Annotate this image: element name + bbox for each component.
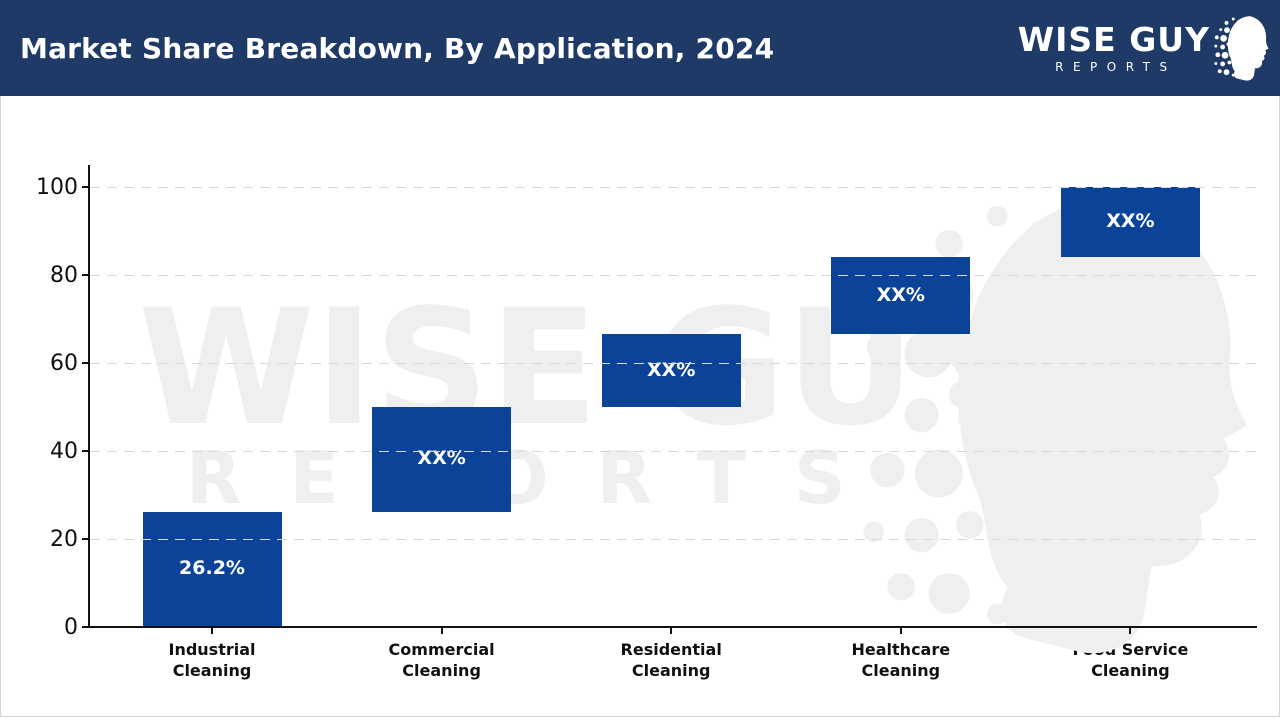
bar-value-label: XX%	[876, 283, 925, 306]
y-tick-mark-0	[82, 626, 88, 628]
bar-value-label: 26.2%	[179, 557, 245, 580]
brand-name: WISE GUY	[1017, 19, 1210, 59]
x-category-label-industrial-cleaning: Industrial Cleaning	[112, 639, 312, 681]
gridline-40	[90, 450, 1256, 452]
x-axis-spine	[88, 626, 1257, 628]
y-tick-label-100: 100	[36, 175, 78, 200]
bar-commercial-cleaning: XX%	[372, 407, 512, 512]
y-axis-spine	[88, 165, 90, 628]
x-tick-mark-healthcare-cleaning	[899, 628, 902, 634]
bar-healthcare-cleaning: XX%	[831, 257, 971, 335]
brand-subtitle: REPORTS	[1055, 59, 1177, 74]
bar-industrial-cleaning: 26.2%	[142, 511, 282, 627]
gridline-20	[90, 538, 1256, 540]
header-bar: Market Share Breakdown, By Application, …	[0, 0, 1280, 96]
x-category-line: Cleaning	[172, 661, 252, 680]
y-tick-label-0: 0	[64, 615, 78, 640]
x-category-line: Commercial	[388, 640, 495, 659]
y-tick-label-20: 20	[50, 527, 78, 552]
x-tick-mark-food-service-cleaning	[1129, 628, 1132, 634]
x-category-label-healthcare-cleaning: Healthcare Cleaning	[801, 639, 1001, 681]
x-category-line: Cleaning	[861, 661, 941, 680]
gridline-60	[90, 362, 1256, 364]
y-tick-label-40: 40	[50, 439, 78, 464]
bar-value-label: XX%	[1106, 210, 1155, 233]
bar-value-label: XX%	[647, 358, 696, 381]
x-tick-mark-commercial-cleaning	[440, 628, 443, 634]
y-tick-mark-20	[82, 538, 88, 540]
x-category-line: Cleaning	[631, 661, 711, 680]
bar-food-service-cleaning: XX%	[1060, 187, 1200, 258]
page-title: Market Share Breakdown, By Application, …	[20, 31, 775, 65]
y-tick-mark-80	[82, 274, 88, 276]
y-tick-mark-60	[82, 362, 88, 364]
gridline-80	[90, 274, 1256, 276]
y-tick-label-60: 60	[50, 351, 78, 376]
x-category-label-commercial-cleaning: Commercial Cleaning	[342, 639, 542, 681]
x-tick-mark-industrial-cleaning	[211, 628, 213, 634]
bar-value-label: XX%	[417, 447, 466, 470]
x-category-label-residential-cleaning: Residential Cleaning	[571, 639, 771, 681]
brand-text: WISE GUY REPORTS	[1018, 23, 1210, 74]
y-tick-mark-40	[82, 450, 88, 452]
x-category-line: Healthcare	[851, 640, 951, 659]
x-tick-mark-residential-cleaning	[670, 628, 673, 634]
x-category-line: Residential	[620, 640, 722, 659]
watermark-reports-text: REPORTS	[186, 436, 894, 520]
x-category-line: Cleaning	[1091, 661, 1170, 680]
brand-logo: WISE GUY REPORTS	[1018, 9, 1280, 87]
x-category-line: Cleaning	[402, 661, 481, 680]
y-tick-label-80: 80	[50, 263, 78, 288]
gridline-100	[90, 186, 1256, 188]
y-tick-mark-100	[82, 186, 88, 188]
x-category-line: Industrial	[168, 640, 256, 659]
bar-residential-cleaning: XX%	[601, 334, 741, 407]
